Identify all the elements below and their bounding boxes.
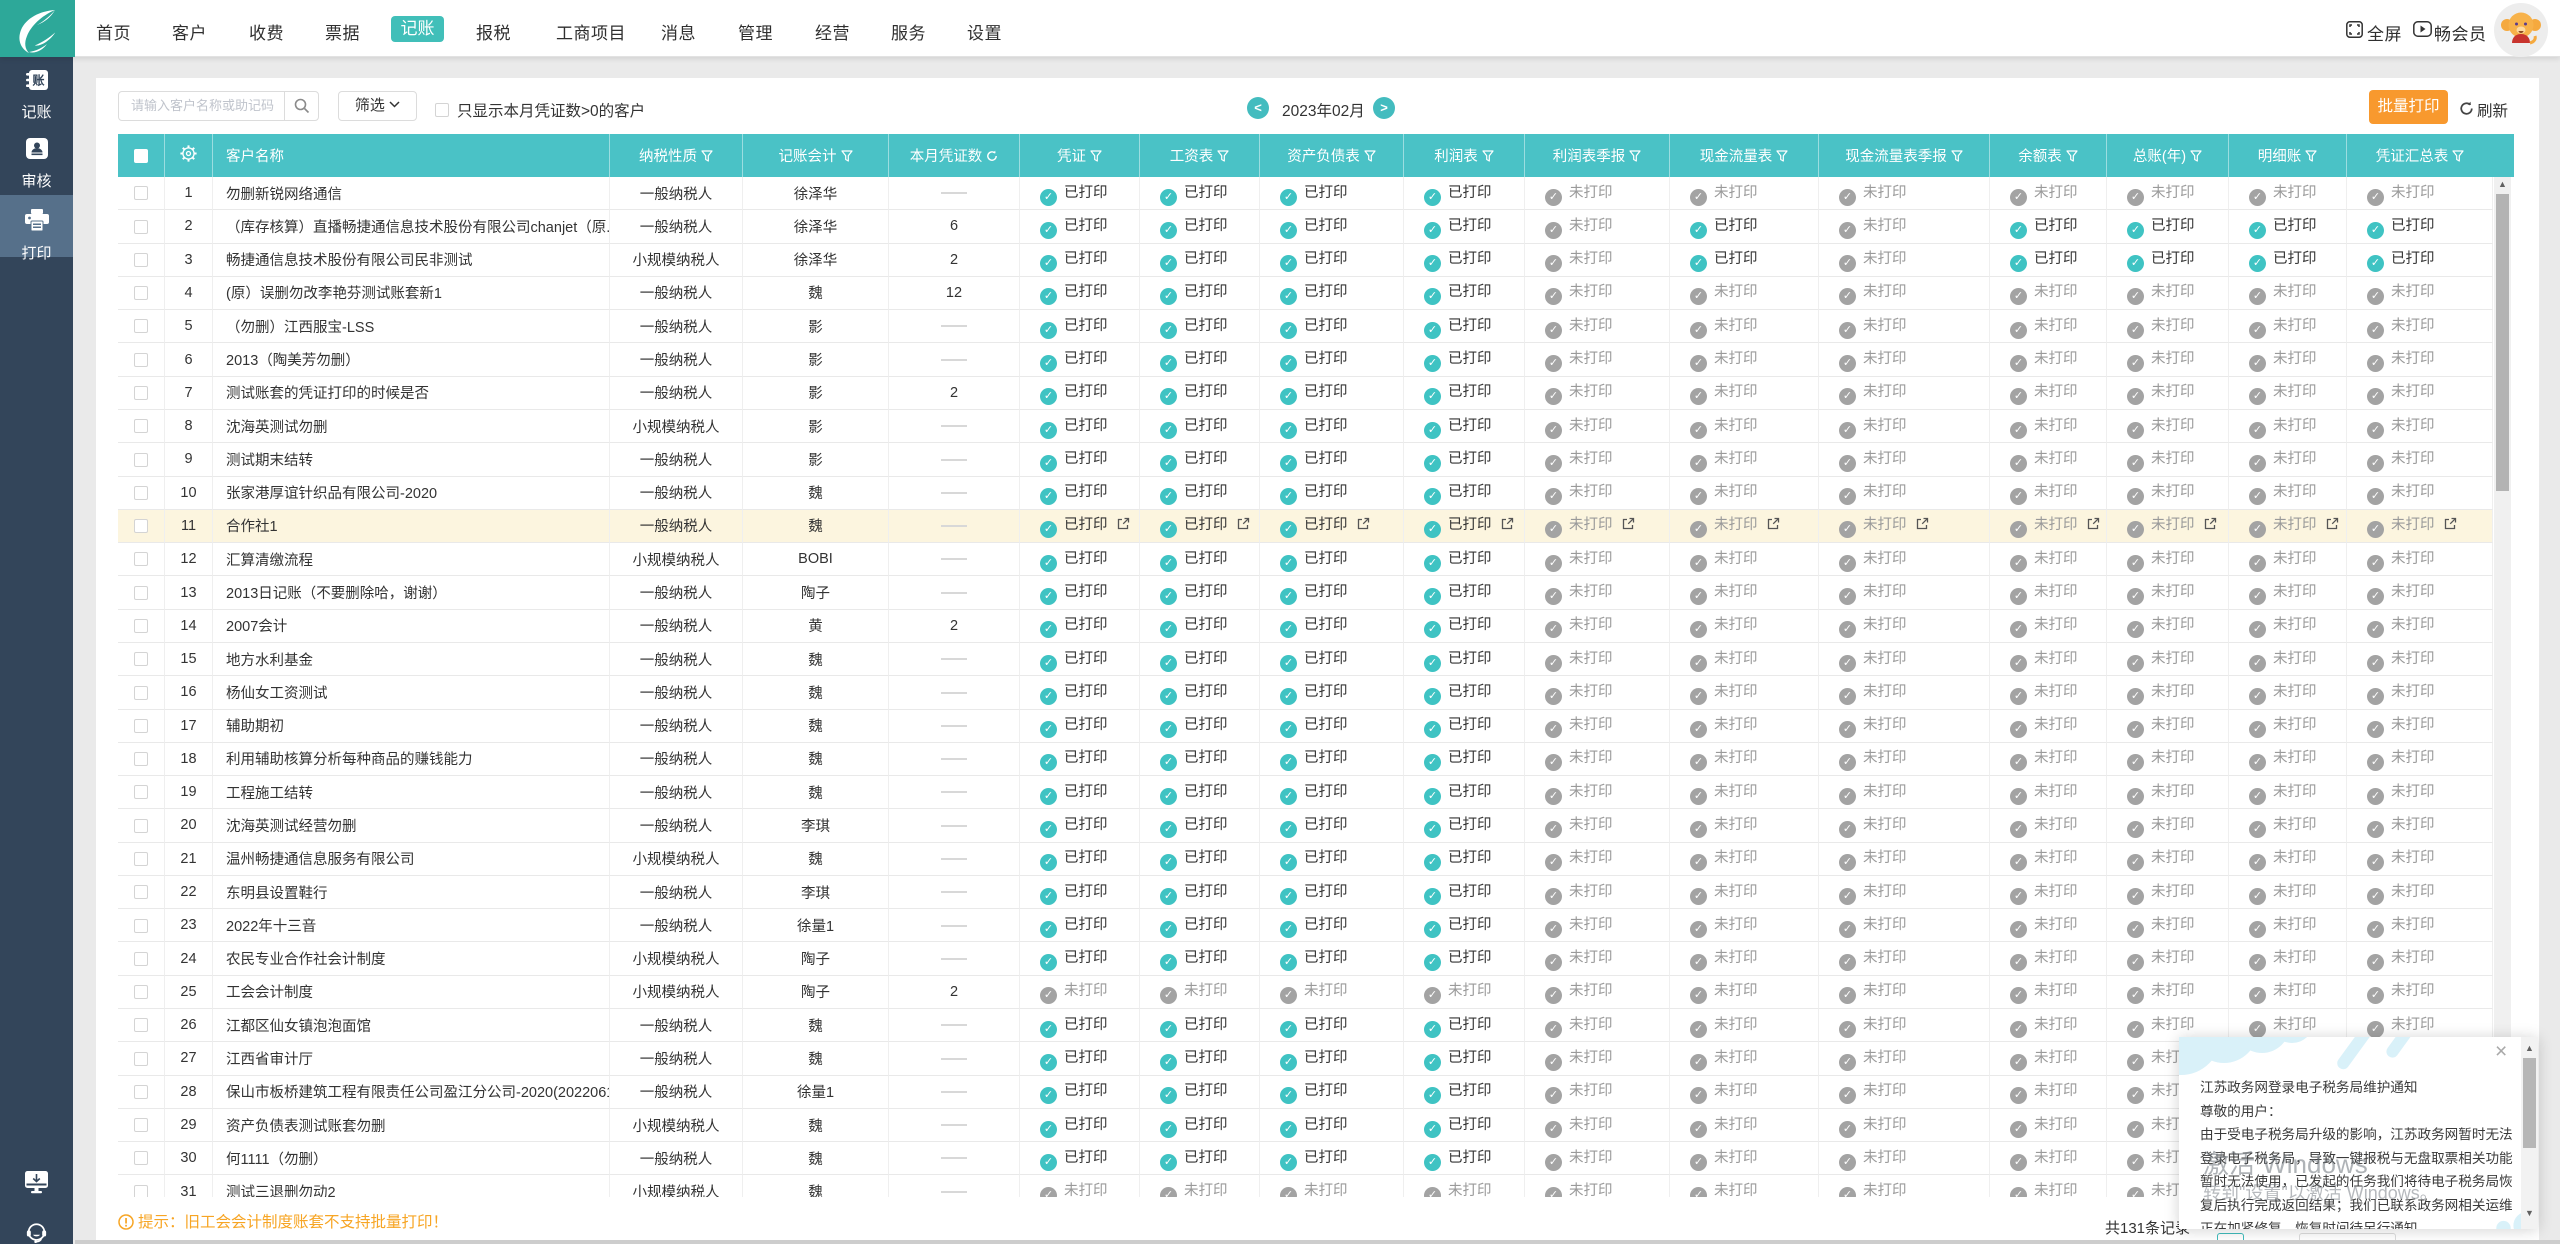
svg-text:账: 账 — [32, 74, 44, 88]
